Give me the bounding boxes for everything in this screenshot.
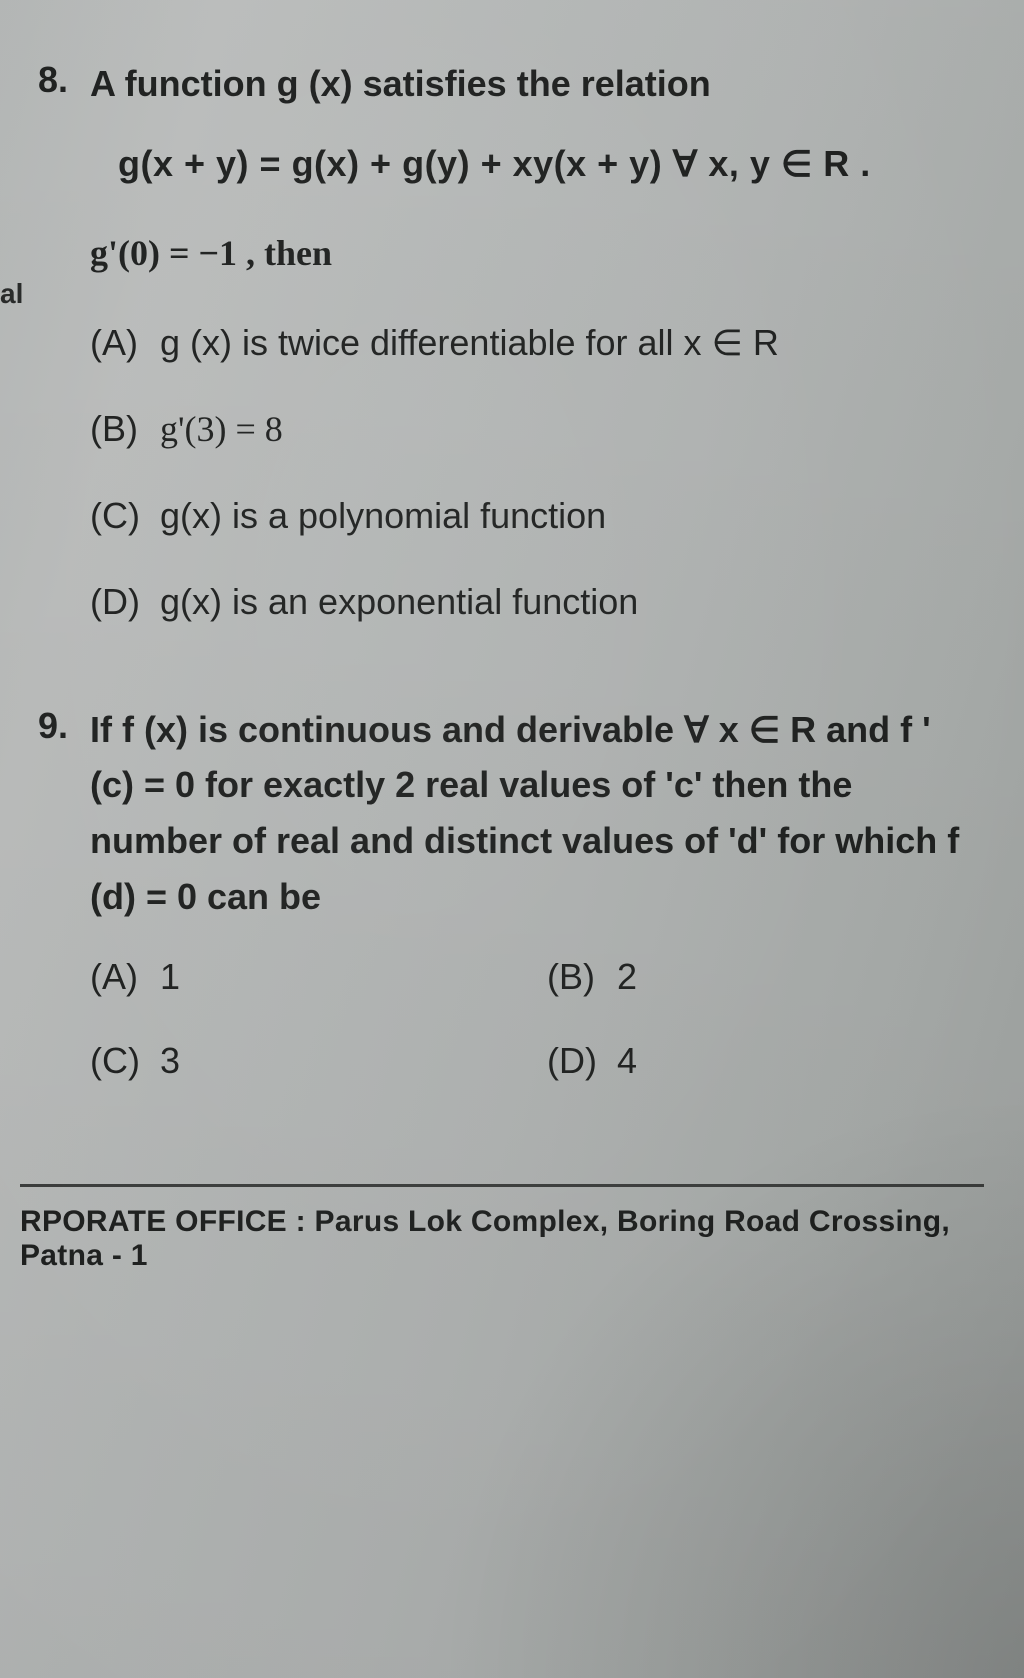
question-number: 9. <box>20 702 90 1089</box>
option-label: (A) <box>90 949 160 1005</box>
question-stem: If f (x) is continuous and derivable ∀ x… <box>90 702 984 925</box>
question-hint: g'(0) = −1 , then <box>90 226 984 282</box>
question-stem: A function g (x) satisfies the relation <box>90 56 984 112</box>
option-a: (A) g (x) is twice differentiable for al… <box>90 315 984 371</box>
option-a: (A) 1 <box>90 949 527 1005</box>
option-b: (B) 2 <box>547 949 984 1005</box>
option-c: (C) 3 <box>90 1033 527 1089</box>
options-list: (A) g (x) is twice differentiable for al… <box>90 315 984 629</box>
option-text: 1 <box>160 949 180 1005</box>
footer-bold: RPORATE OFFICE : <box>20 1205 315 1238</box>
option-text: 4 <box>617 1033 637 1089</box>
option-text: g(x) is a polynomial function <box>160 488 984 544</box>
option-b: (B) g'(3) = 8 <box>90 401 984 458</box>
options-grid: (A) 1 (B) 2 (C) 3 (D) 4 <box>90 949 984 1089</box>
footer-rule <box>20 1184 984 1187</box>
margin-fragment: al <box>0 278 23 310</box>
option-d: (D) 4 <box>547 1033 984 1089</box>
question-8: 8. A function g (x) satisfies the relati… <box>20 56 984 660</box>
exam-page: al 8. A function g (x) satisfies the rel… <box>0 0 1024 1678</box>
question-number: 8. <box>20 56 90 660</box>
footer-text: RPORATE OFFICE : Parus Lok Complex, Bori… <box>20 1205 984 1273</box>
option-label: (A) <box>90 315 160 371</box>
option-text: g'(3) = 8 <box>160 402 984 458</box>
option-text: 3 <box>160 1033 180 1089</box>
question-9: 9. If f (x) is continuous and derivable … <box>20 702 984 1089</box>
option-label: (B) <box>547 949 617 1005</box>
question-equation: g(x + y) = g(x) + g(y) + xy(x + y) ∀ x, … <box>118 136 984 192</box>
option-text: g(x) is an exponential function <box>160 574 984 630</box>
option-label: (D) <box>90 574 160 630</box>
option-c: (C) g(x) is a polynomial function <box>90 488 984 544</box>
option-d: (D) g(x) is an exponential function <box>90 574 984 630</box>
option-text: 2 <box>617 949 637 1005</box>
option-label: (B) <box>90 401 160 457</box>
option-text: g (x) is twice differentiable for all x … <box>160 315 984 371</box>
option-label: (D) <box>547 1033 617 1089</box>
option-label: (C) <box>90 488 160 544</box>
option-label: (C) <box>90 1033 160 1089</box>
